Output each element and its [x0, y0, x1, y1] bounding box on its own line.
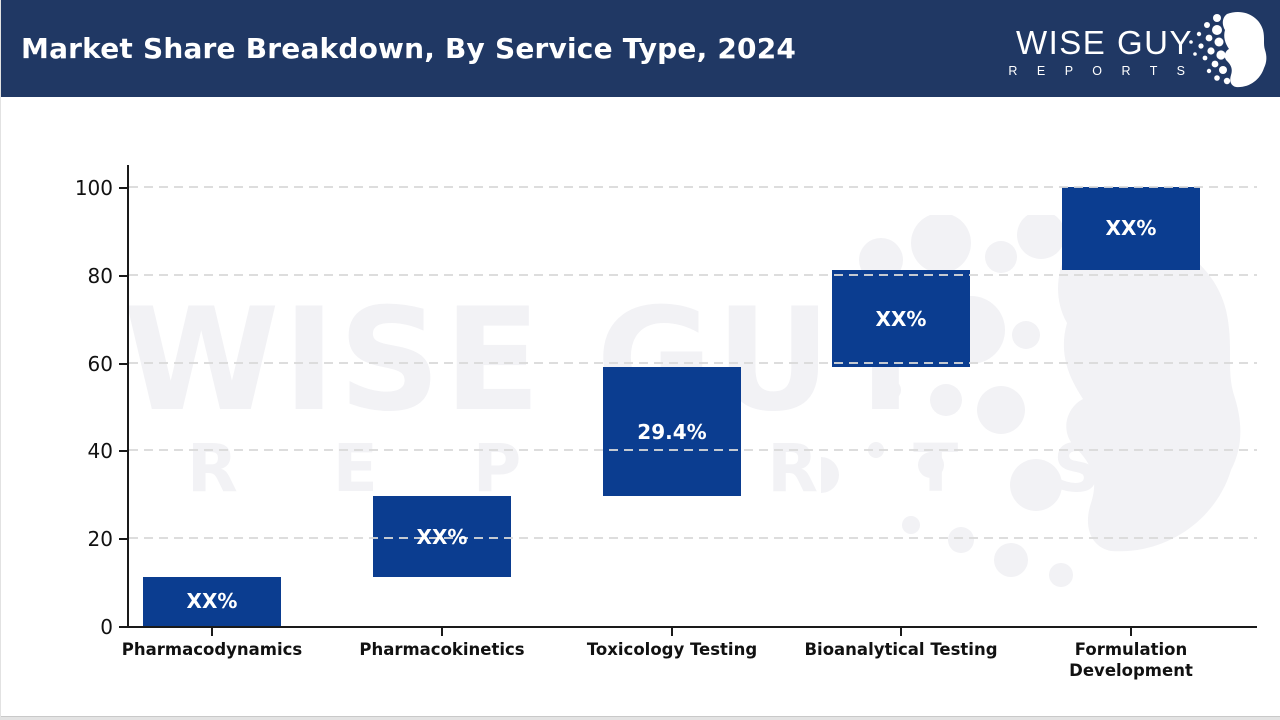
- gridline-40: [129, 449, 1257, 452]
- brand-logo: WISE GUY R E P O R T S: [1005, 8, 1267, 90]
- footer-divider: [1, 716, 1280, 720]
- bar-label: 29.4%: [637, 419, 707, 444]
- gridline-100: [129, 186, 1257, 188]
- y-tick: [119, 187, 127, 189]
- x-axis-line: [127, 626, 1257, 628]
- x-tick: [441, 628, 443, 636]
- header: Market Share Breakdown, By Service Type,…: [1, 0, 1280, 97]
- logo-text: WISE GUY R E P O R T S: [1005, 26, 1193, 78]
- x-tick: [211, 628, 213, 636]
- bar-label: XX%: [186, 589, 238, 614]
- y-tick-label: 80: [87, 263, 113, 288]
- bar-label: XX%: [416, 524, 468, 549]
- logo-subtext: R E P O R T S: [1008, 64, 1193, 78]
- y-tick-label: 40: [87, 439, 113, 464]
- y-tick: [119, 362, 127, 365]
- y-tick: [119, 450, 127, 453]
- x-tick-label: Formulation Development: [1069, 640, 1193, 681]
- gridline-20: [129, 537, 1257, 540]
- y-tick: [119, 274, 127, 277]
- logo-wordmark: WISE GUY: [1015, 24, 1193, 61]
- y-axis-line: [127, 165, 129, 628]
- bar-label: XX%: [875, 306, 927, 331]
- x-tick-label: Pharmacodynamics: [121, 640, 303, 659]
- y-tick-label: 60: [87, 351, 113, 376]
- x-tick: [900, 628, 902, 636]
- bar-toxicology-testing: [603, 367, 741, 497]
- page-title: Market Share Breakdown, By Service Type,…: [21, 32, 797, 65]
- x-tick: [1130, 628, 1132, 636]
- gridline-60: [129, 361, 1257, 364]
- x-tick-label: Toxicology Testing: [586, 640, 758, 659]
- gridline-80: [129, 273, 1257, 276]
- x-tick: [671, 628, 673, 636]
- x-tick-label: Pharmacokinetics: [359, 640, 525, 659]
- y-tick-label: 0: [100, 615, 113, 639]
- bar-pharmacodynamics: [143, 576, 281, 626]
- y-tick-label: 100: [74, 176, 113, 200]
- logo-face-icon: [1189, 11, 1267, 88]
- y-tick-label: 20: [87, 527, 113, 552]
- bar-pharmacokinetics: [373, 496, 511, 577]
- x-tick-label: Bioanalytical Testing: [804, 640, 998, 659]
- y-tick: [119, 538, 127, 541]
- bar-label: XX%: [1105, 216, 1157, 241]
- y-tick: [119, 626, 127, 628]
